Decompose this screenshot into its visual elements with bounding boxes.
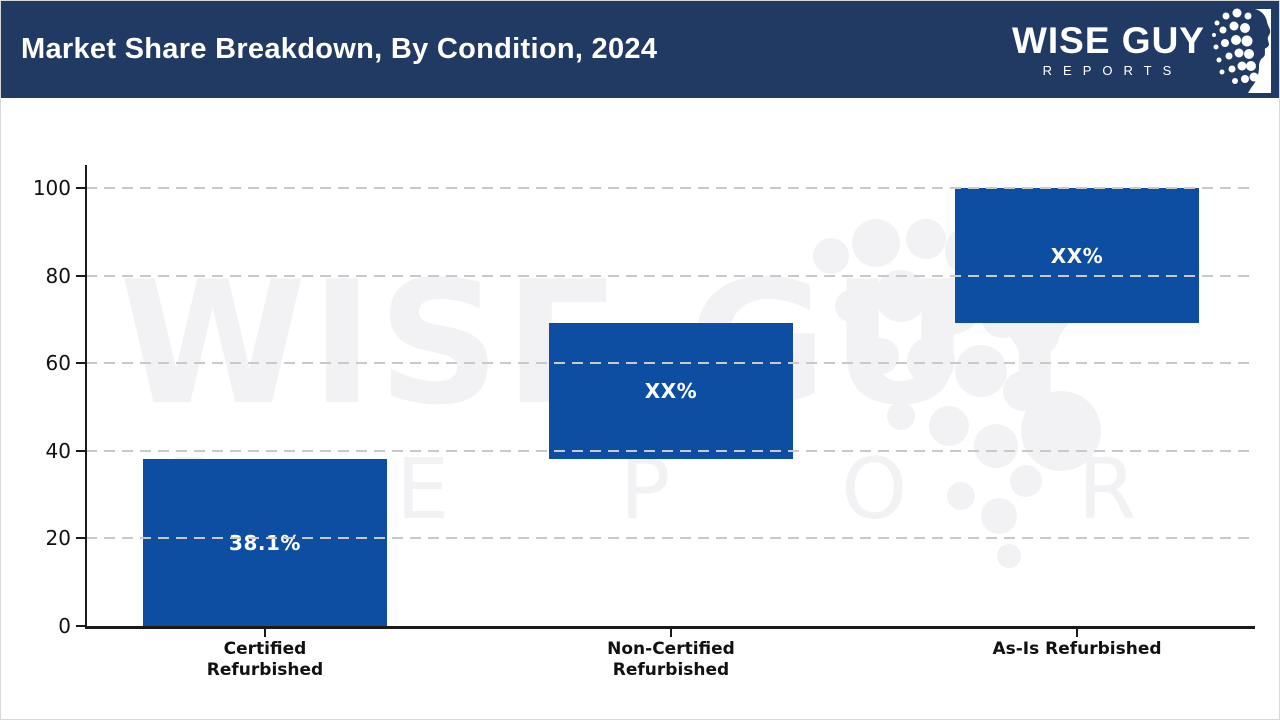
- y-tick-mark: [76, 274, 86, 277]
- y-tick-mark: [76, 449, 86, 452]
- x-axis-line: [86, 626, 1255, 629]
- x-category-line: Refurbished: [206, 660, 324, 680]
- bar-as-is-refurbished: XX%: [955, 188, 1199, 324]
- logo-text: WISE GUY REPORTS: [1012, 22, 1205, 78]
- gridline: [86, 274, 1254, 277]
- bar-value-label: XX%: [1050, 243, 1104, 268]
- y-tick-label: 40: [45, 438, 71, 463]
- gridline: [86, 187, 1254, 189]
- wise-guy-reports-logo: WISE GUY REPORTS: [1012, 1, 1271, 98]
- x-category-label: Non-Certified Refurbished: [607, 639, 735, 681]
- x-category-line: As-Is Refurbished: [992, 639, 1162, 659]
- logo-subtitle: REPORTS: [1042, 62, 1183, 78]
- y-tick-label: 100: [32, 176, 71, 200]
- y-tick-mark: [76, 362, 86, 365]
- logo-wordmark: WISE GUY: [1011, 19, 1205, 61]
- y-tick-mark: [76, 537, 86, 540]
- y-tick-mark: [76, 625, 86, 627]
- y-tick-label: 20: [45, 526, 71, 551]
- header-band: Market Share Breakdown, By Condition, 20…: [1, 1, 1279, 98]
- x-category-label: Certified Refurbished: [207, 639, 323, 681]
- x-tick-mark: [670, 629, 672, 637]
- gridline: [86, 449, 1254, 452]
- y-tick-mark: [76, 187, 86, 189]
- x-category-line: Refurbished: [612, 660, 730, 680]
- x-category-label: As-Is Refurbished: [992, 639, 1161, 660]
- bar-certified-refurbished: 38.1%: [143, 459, 387, 626]
- y-tick-label: 80: [45, 263, 71, 288]
- bar-non-certified-refurbished: XX%: [549, 323, 793, 460]
- y-tick-label: 60: [45, 351, 71, 376]
- y-tick-label: 0: [58, 614, 71, 638]
- x-category-line: Non-Certified: [607, 639, 735, 659]
- y-axis-line: [85, 165, 87, 629]
- gridline: [86, 362, 1254, 365]
- x-category-line: Certified: [223, 639, 307, 659]
- chart-title: Market Share Breakdown, By Condition, 20…: [21, 33, 658, 65]
- gridline: [86, 537, 1254, 540]
- x-tick-mark: [1076, 629, 1078, 637]
- x-tick-mark: [264, 629, 266, 637]
- bar-value-label: XX%: [644, 379, 698, 404]
- dotted-face-icon: [1212, 8, 1271, 93]
- bar-value-label: 38.1%: [229, 530, 301, 555]
